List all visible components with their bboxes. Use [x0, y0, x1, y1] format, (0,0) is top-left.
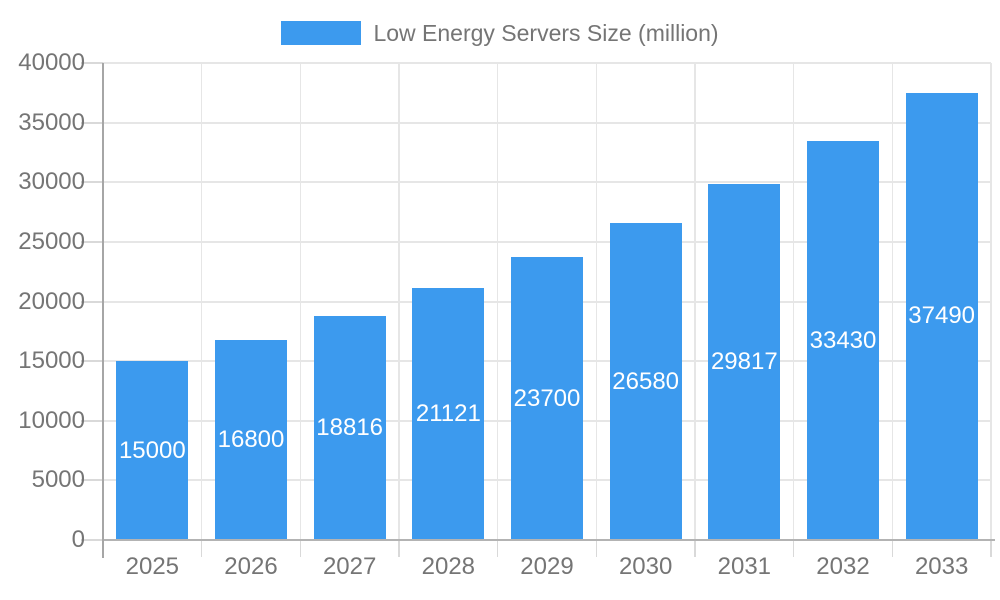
bar-value-label: 33430 — [809, 326, 877, 354]
gridline-vertical — [200, 63, 203, 540]
x-axis-label: 2033 — [914, 553, 969, 580]
bar-value-label: 23700 — [513, 384, 581, 412]
bar[interactable]: 15000 — [116, 361, 189, 540]
y-axis-tick — [81, 121, 103, 124]
gridline-horizontal — [103, 181, 991, 184]
bar-value-label: 26580 — [612, 367, 680, 395]
x-axis-tick — [496, 540, 499, 557]
x-axis-label: 2026 — [224, 553, 278, 580]
bar-value-label: 37490 — [908, 302, 976, 330]
x-axis-label: 2027 — [322, 553, 377, 580]
gridline-horizontal — [103, 240, 991, 243]
x-axis-tick — [299, 540, 302, 557]
y-axis-label: 10000 — [18, 406, 85, 434]
y-axis-label: 5000 — [31, 466, 85, 494]
x-axis-tick — [398, 540, 400, 557]
y-axis-label: 25000 — [18, 227, 85, 255]
y-axis-label: 20000 — [18, 287, 85, 315]
gridline-vertical — [299, 63, 302, 540]
x-axis-tick — [595, 540, 598, 557]
gridline-vertical — [891, 63, 894, 540]
gridline-vertical — [694, 63, 696, 540]
x-axis-label: 2029 — [520, 553, 574, 580]
gridline-vertical — [990, 63, 992, 540]
x-axis-label: 2031 — [717, 553, 772, 580]
gridline-vertical — [595, 63, 598, 540]
bar[interactable]: 29817 — [708, 184, 781, 540]
y-axis-tick — [81, 419, 103, 422]
y-axis-label: 15000 — [18, 347, 85, 375]
gridline-vertical — [792, 63, 795, 540]
y-axis-tick — [81, 479, 103, 482]
x-axis-label: 2028 — [421, 553, 476, 580]
legend-label: Low Energy Servers Size (million) — [373, 19, 719, 46]
gridline-horizontal — [103, 121, 991, 124]
gridline-vertical — [398, 63, 400, 540]
bar[interactable]: 21121 — [412, 288, 485, 540]
x-axis-label: 2030 — [618, 553, 673, 580]
y-axis-line — [102, 63, 104, 558]
bar-value-label: 29817 — [710, 348, 778, 376]
y-axis-label: 30000 — [18, 168, 85, 196]
x-axis-tick — [891, 540, 894, 557]
y-axis-tick — [81, 360, 103, 363]
y-axis-tick — [81, 62, 103, 64]
bar[interactable]: 37490 — [905, 92, 978, 540]
x-axis-label: 2032 — [816, 553, 870, 580]
bar-value-label: 16800 — [217, 425, 285, 453]
bar-value-label: 15000 — [118, 436, 186, 464]
x-axis-tick — [792, 540, 795, 557]
y-axis-tick — [81, 181, 103, 184]
bar[interactable]: 23700 — [511, 257, 583, 540]
bar[interactable]: 26580 — [609, 223, 682, 540]
bar-value-label: 18816 — [316, 413, 384, 441]
y-axis-label: 35000 — [18, 108, 85, 136]
bar-value-label: 21121 — [415, 400, 481, 428]
y-axis-label: 0 — [71, 526, 85, 553]
x-axis-tick — [990, 540, 992, 557]
x-axis-line — [103, 539, 995, 541]
y-axis-tick — [81, 539, 103, 541]
x-axis-tick — [694, 540, 696, 557]
y-axis-label: 40000 — [18, 49, 85, 76]
bar[interactable]: 18816 — [313, 315, 386, 540]
x-axis-label: 2025 — [125, 553, 180, 580]
bar[interactable]: 16800 — [215, 339, 287, 540]
y-axis-tick — [81, 240, 103, 243]
legend-item[interactable]: Low Energy Servers Size (million) — [0, 18, 1000, 48]
y-axis-tick — [81, 300, 103, 303]
bar[interactable]: 33430 — [807, 141, 879, 540]
legend-swatch-icon — [281, 21, 362, 45]
gridline-horizontal — [103, 62, 991, 64]
x-axis-tick — [200, 540, 203, 557]
gridline-vertical — [496, 63, 499, 540]
